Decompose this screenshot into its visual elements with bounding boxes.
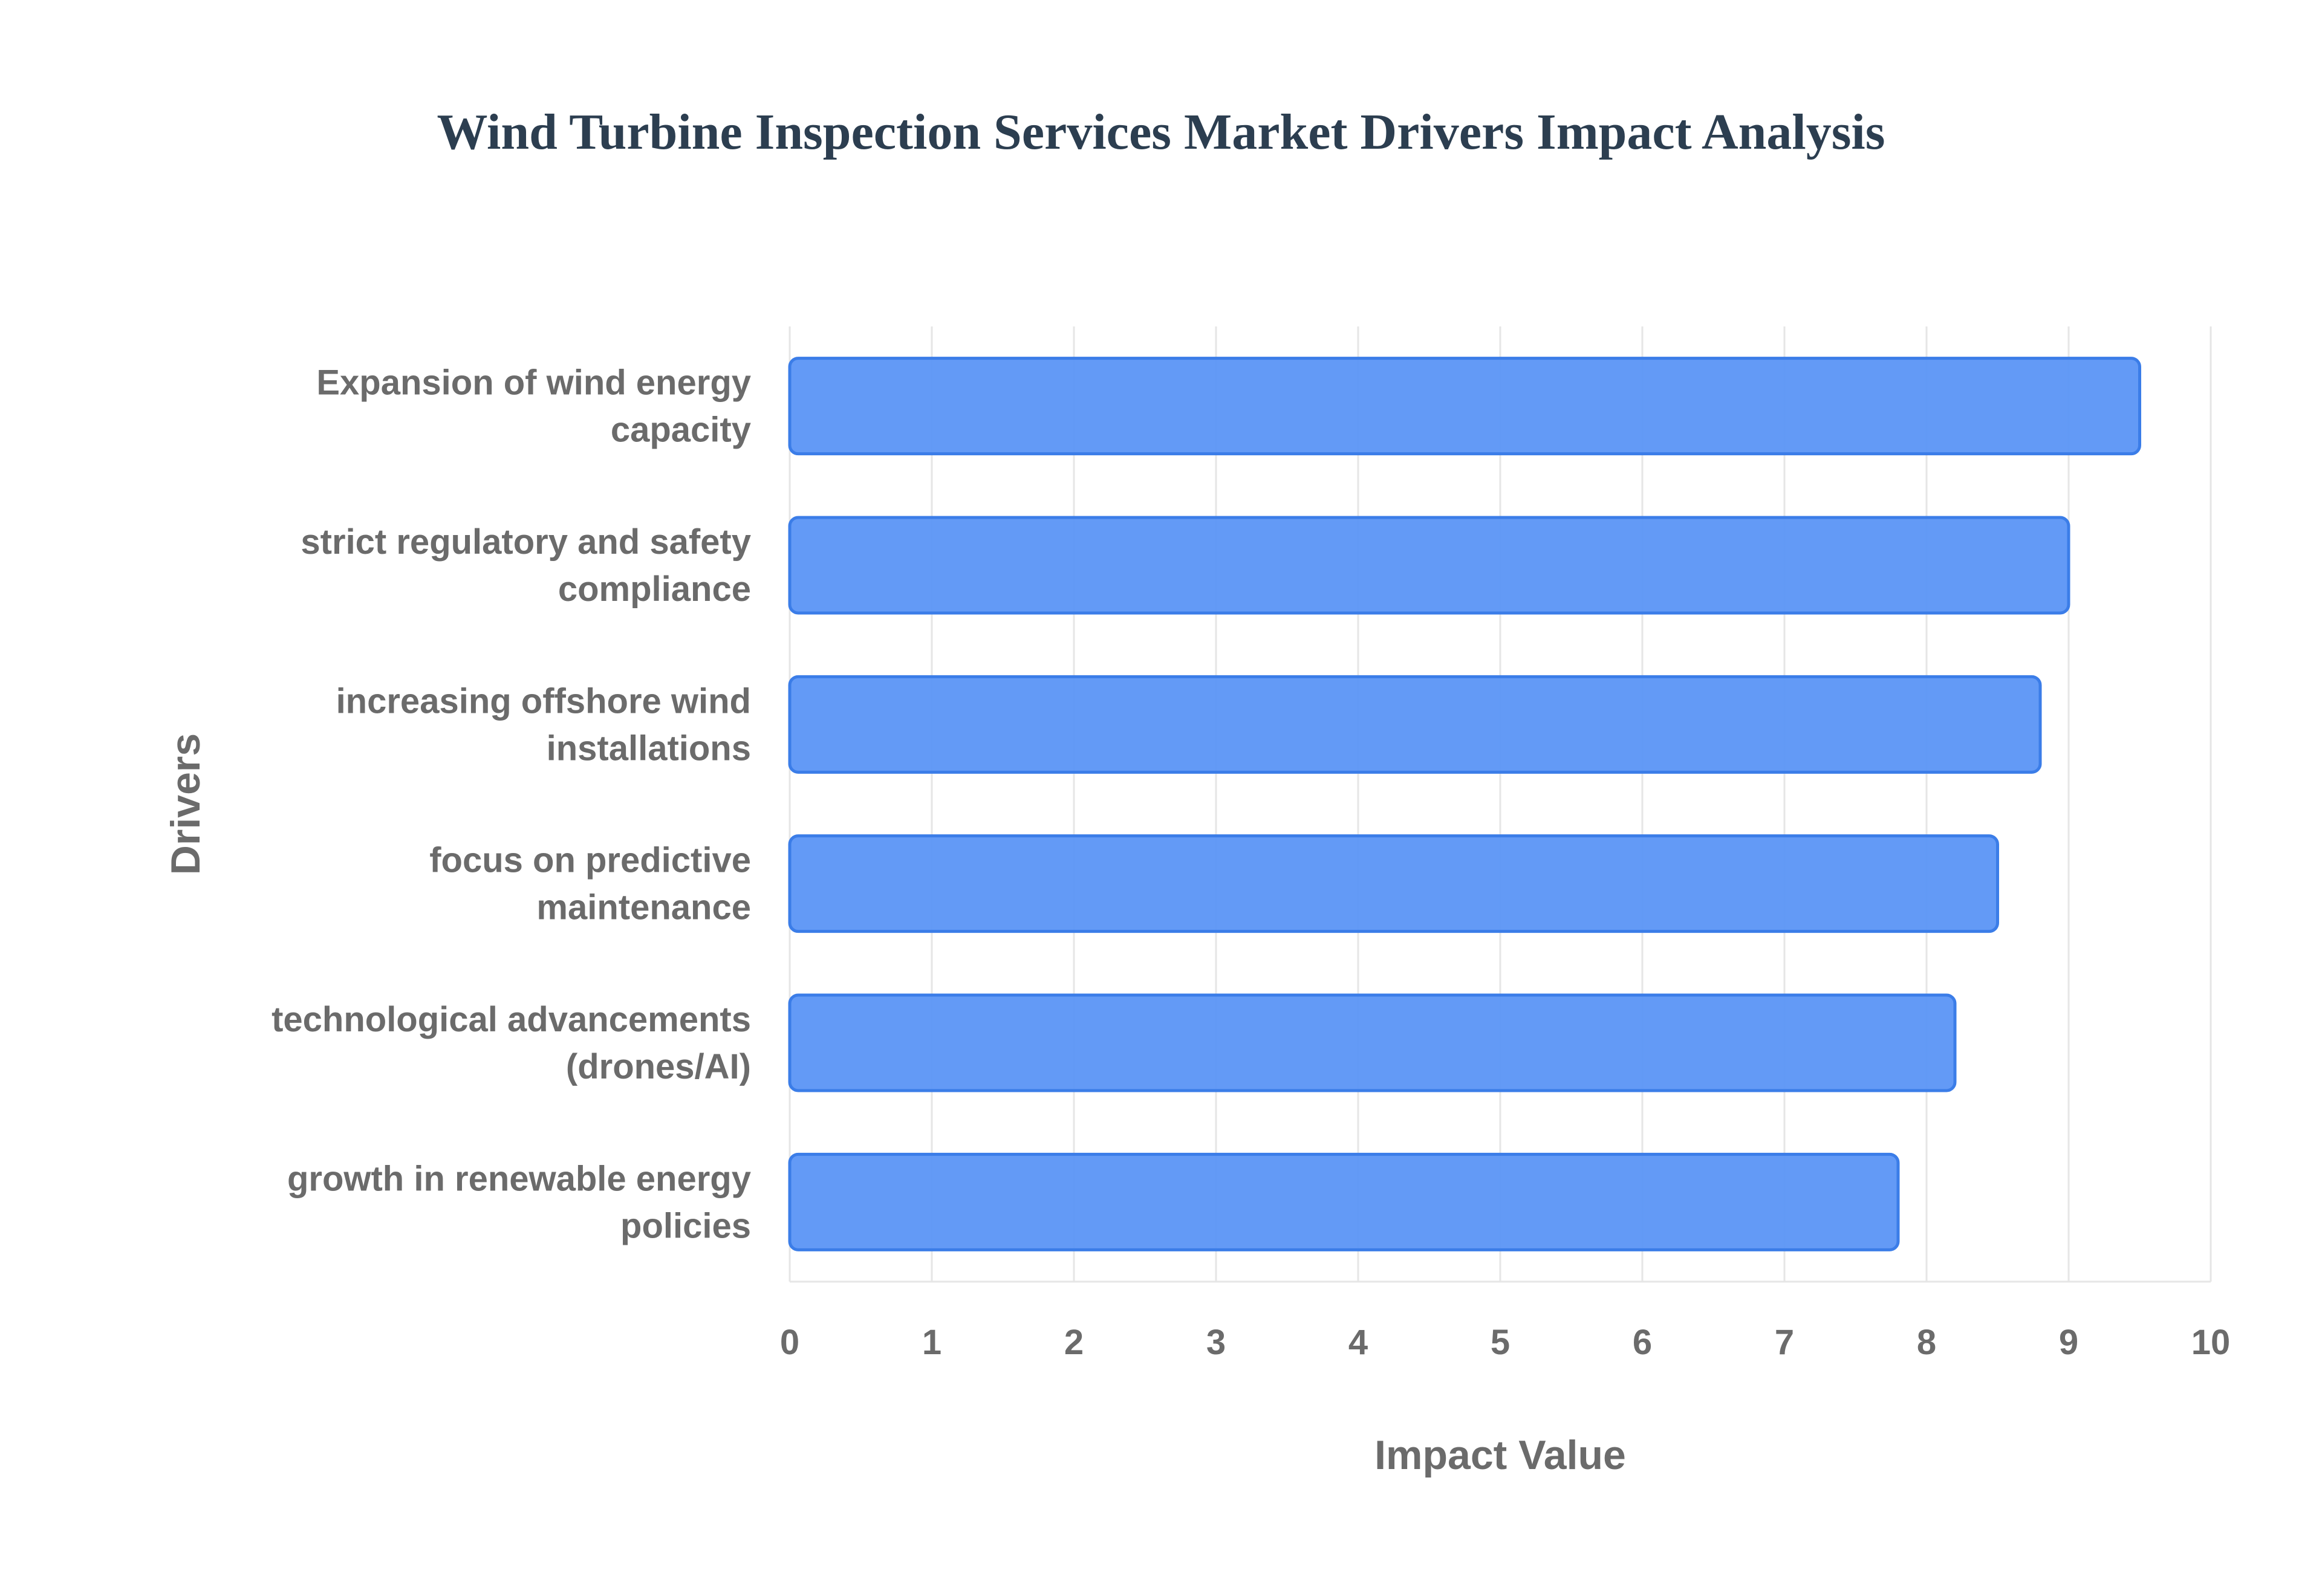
- x-tick-label: 1: [922, 1323, 941, 1362]
- bar: [788, 834, 1999, 933]
- y-axis-title: Drivers: [163, 733, 209, 875]
- x-tick-label: 7: [1775, 1323, 1794, 1362]
- y-category-label-line: compliance: [558, 569, 751, 609]
- bar: [788, 993, 1957, 1092]
- x-tick-label: 8: [1917, 1323, 1936, 1362]
- y-category-label: technological advancements (drones/AI): [272, 1000, 751, 1086]
- x-axis-title: Impact Value: [1374, 1432, 1626, 1478]
- gridlines: [789, 326, 2212, 1283]
- y-category-label: strict regulatory and safety compliance: [301, 522, 751, 609]
- y-category-label-line: strict regulatory and safety: [301, 522, 751, 562]
- y-category-label-line: growth in renewable energy: [287, 1159, 751, 1198]
- y-category-label: Expansion of wind energy capacity: [316, 363, 751, 450]
- x-axis-ticks: 0 1 2 3 4 5 6 7 8 9 10: [780, 1323, 2230, 1362]
- y-category-label: focus on predictive maintenance: [429, 841, 751, 927]
- y-category-label-line: capacity: [611, 410, 751, 450]
- bar: [788, 675, 2042, 774]
- y-category-label-line: installations: [547, 728, 751, 768]
- y-category-label-line: increasing offshore wind: [336, 681, 751, 721]
- y-category-label: growth in renewable energy policies: [287, 1159, 751, 1245]
- x-tick-label: 3: [1206, 1323, 1226, 1362]
- x-tick-label: 5: [1491, 1323, 1510, 1362]
- y-category-label-line: (drones/AI): [566, 1047, 751, 1086]
- bar: [788, 516, 2070, 615]
- y-category-label: increasing offshore wind installations: [336, 681, 751, 768]
- y-category-label-line: maintenance: [536, 888, 751, 927]
- chart-title: Wind Turbine Inspection Services Market …: [437, 104, 1885, 160]
- bar: [788, 1152, 1900, 1251]
- y-category-label-line: Expansion of wind energy: [316, 363, 751, 403]
- y-axis-categories: Expansion of wind energy capacity strict r…: [272, 363, 751, 1246]
- x-tick-label: 10: [2191, 1323, 2231, 1362]
- x-tick-label: 6: [1633, 1323, 1652, 1362]
- y-category-label-line: policies: [620, 1206, 751, 1245]
- bar: [788, 357, 2141, 456]
- x-tick-label: 0: [780, 1323, 799, 1362]
- x-tick-label: 4: [1348, 1323, 1368, 1362]
- y-category-label-line: focus on predictive: [429, 841, 751, 880]
- x-tick-label: 9: [2059, 1323, 2078, 1362]
- bars: [788, 357, 2141, 1251]
- y-category-label-line: technological advancements: [272, 1000, 751, 1039]
- x-tick-label: 2: [1064, 1323, 1084, 1362]
